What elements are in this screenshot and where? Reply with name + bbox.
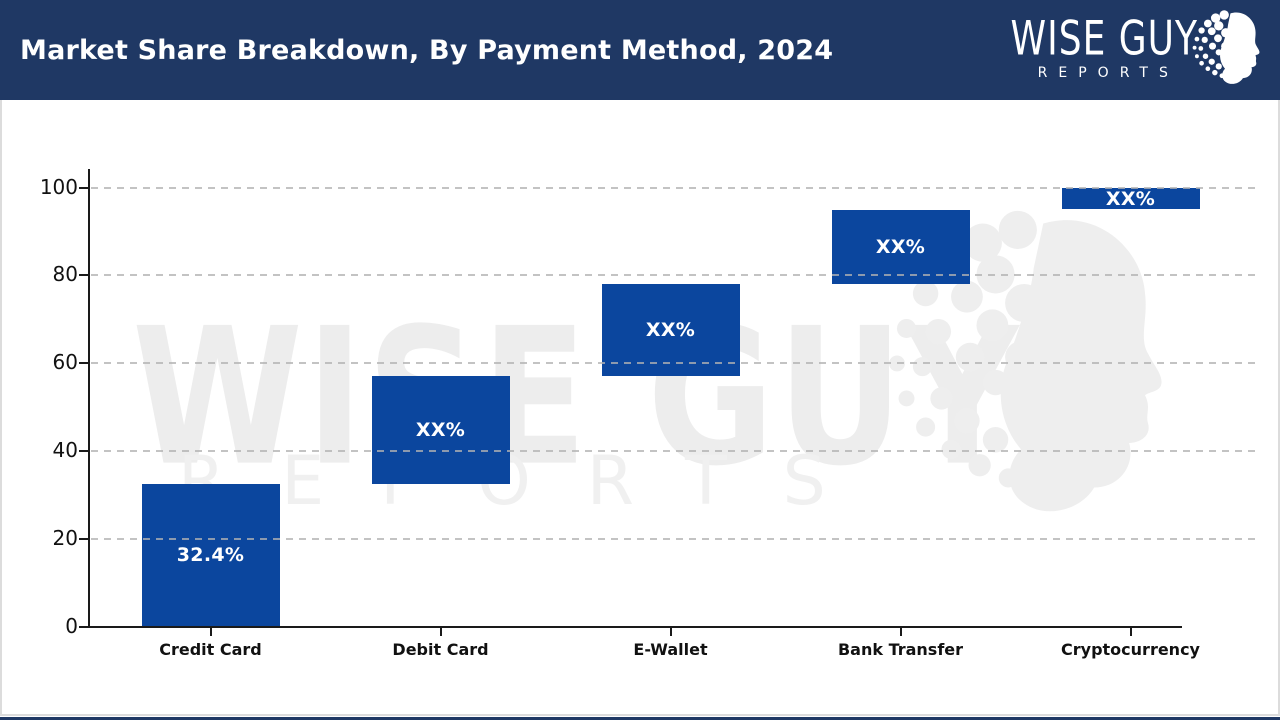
x-tick-label-credit-card: Credit Card	[159, 640, 262, 659]
x-axis-line	[88, 626, 1182, 628]
logo-wordmark: WISE GUY	[1010, 12, 1198, 67]
y-tick-label: 100	[39, 174, 78, 199]
y-tick-label: 20	[52, 525, 78, 550]
bar-value-label: XX%	[415, 419, 466, 442]
bar-value-label: XX%	[875, 235, 926, 258]
x-tick-label-e-wallet: E-Wallet	[633, 640, 708, 659]
x-tick-mark	[1129, 628, 1132, 636]
x-tick-mark	[899, 628, 902, 636]
x-tick-mark	[439, 628, 442, 636]
y-tick-mark	[79, 537, 90, 540]
header-band: Market Share Breakdown, By Payment Metho…	[0, 0, 1280, 100]
y-tick-label: 60	[52, 350, 78, 375]
y-axis-line	[88, 169, 90, 628]
bar-bank-transfer: XX%	[831, 209, 970, 285]
gridline	[91, 537, 1259, 540]
y-tick-mark	[79, 274, 90, 277]
wiseguy-logo-text: WISE GUY REPORTS	[1011, 12, 1199, 81]
footer-band	[0, 717, 1280, 720]
bar-cryptocurrency: XX%	[1061, 187, 1200, 210]
x-tick-label-bank-transfer: Bank Transfer	[837, 640, 964, 659]
y-tick-label: 40	[52, 437, 78, 462]
bar-credit-card: 32.4%	[141, 484, 280, 627]
x-tick-label-cryptocurrency: Cryptocurrency	[1061, 640, 1200, 659]
y-tick-label: 80	[52, 262, 78, 287]
gridline	[91, 362, 1259, 365]
bar-value-label: 32.4%	[176, 544, 245, 567]
y-tick-mark	[79, 625, 90, 628]
bar-debit-card: XX%	[371, 376, 510, 485]
x-tick-label-debit-card: Debit Card	[392, 640, 489, 659]
gridline	[91, 274, 1259, 277]
logo-subtext: REPORTS	[1037, 65, 1179, 81]
y-tick-label: 0	[65, 613, 78, 638]
bar-e-wallet: XX%	[601, 284, 740, 377]
bar-value-label: XX%	[1105, 187, 1156, 210]
y-tick-mark	[79, 449, 90, 452]
y-tick-mark	[79, 186, 90, 189]
x-tick-mark	[669, 628, 672, 636]
gridline	[91, 449, 1259, 452]
page-title: Market Share Breakdown, By Payment Metho…	[20, 34, 834, 66]
y-tick-mark	[79, 362, 90, 365]
x-tick-mark	[209, 628, 212, 636]
bar-value-label: XX%	[645, 319, 696, 342]
gridline	[91, 186, 1259, 189]
wiseguy-logo: WISE GUY REPORTS	[1011, 4, 1265, 96]
